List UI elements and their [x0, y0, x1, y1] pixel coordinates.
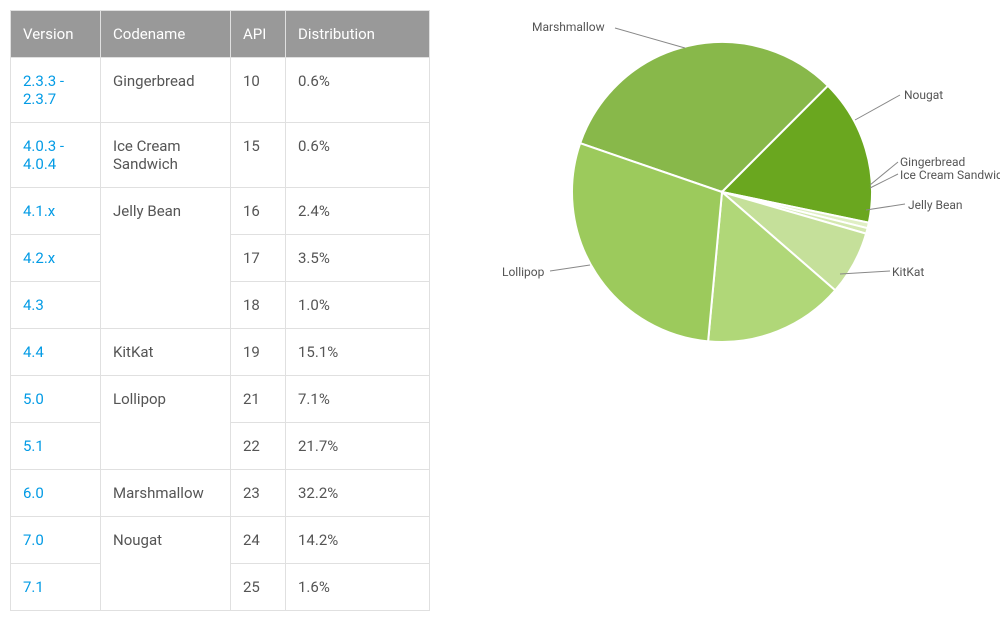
- cell-version: 4.0.3 - 4.0.4: [11, 123, 101, 188]
- pie-chart: Marshmallow Nougat GingerbreadIce Cream Sa…: [460, 20, 1000, 420]
- cell-version: 4.4: [11, 329, 101, 376]
- pie-label-lollipop: Lollipop: [502, 265, 544, 279]
- version-link[interactable]: 5.0: [23, 390, 44, 408]
- cell-distribution: 1.6%: [286, 564, 430, 611]
- cell-codename: Nougat: [101, 517, 231, 611]
- cell-api: 15: [231, 123, 286, 188]
- cell-distribution: 3.5%: [286, 235, 430, 282]
- cell-api: 22: [231, 423, 286, 470]
- cell-api: 23: [231, 470, 286, 517]
- cell-api: 16: [231, 188, 286, 235]
- version-link[interactable]: 4.2.x: [23, 249, 55, 267]
- cell-distribution: 0.6%: [286, 123, 430, 188]
- col-header-codename: Codename: [101, 11, 231, 58]
- cell-codename: Lollipop: [101, 376, 231, 470]
- col-header-api: API: [231, 11, 286, 58]
- pie-label-jelly-bean: Jelly Bean: [908, 198, 962, 212]
- version-link[interactable]: 4.3: [23, 296, 44, 314]
- table-row: 7.0Nougat2414.2%: [11, 517, 430, 564]
- col-header-version: Version: [11, 11, 101, 58]
- cell-codename: Gingerbread: [101, 58, 231, 123]
- cell-api: 21: [231, 376, 286, 423]
- version-link[interactable]: 6.0: [23, 484, 44, 502]
- cell-distribution: 0.6%: [286, 58, 430, 123]
- cell-version: 4.3: [11, 282, 101, 329]
- table-row: 6.0 Marshmallow2332.2%: [11, 470, 430, 517]
- pie-label-ice-cream-sandwich: Ice Cream Sandwich: [900, 168, 1000, 182]
- table-row: 4.1.xJelly Bean162.4%: [11, 188, 430, 235]
- cell-version: 7.0: [11, 517, 101, 564]
- pie-label-marshmallow: Marshmallow: [532, 20, 605, 34]
- cell-distribution: 21.7%: [286, 423, 430, 470]
- cell-api: 24: [231, 517, 286, 564]
- table-body: 2.3.3 - 2.3.7Gingerbread100.6%4.0.3 - 4.…: [11, 58, 430, 611]
- cell-distribution: 1.0%: [286, 282, 430, 329]
- pie-svg: [570, 40, 874, 344]
- layout-root: VersionCodenameAPIDistribution 2.3.3 - 2…: [10, 10, 990, 611]
- cell-version: 4.1.x: [11, 188, 101, 235]
- distribution-table: VersionCodenameAPIDistribution 2.3.3 - 2…: [10, 10, 430, 611]
- cell-codename: KitKat: [101, 329, 231, 376]
- distribution-table-wrap: VersionCodenameAPIDistribution 2.3.3 - 2…: [10, 10, 430, 611]
- version-link[interactable]: 4.0.3 - 4.0.4: [23, 137, 64, 173]
- version-link[interactable]: 4.4: [23, 343, 44, 361]
- version-link[interactable]: 4.1.x: [23, 202, 55, 220]
- cell-version: 6.0: [11, 470, 101, 517]
- table-row: 4.0.3 - 4.0.4 Ice Cream Sandwich150.6%: [11, 123, 430, 188]
- col-header-distribution: Distribution: [286, 11, 430, 58]
- cell-api: 19: [231, 329, 286, 376]
- cell-api: 25: [231, 564, 286, 611]
- cell-version: 5.0: [11, 376, 101, 423]
- cell-distribution: 2.4%: [286, 188, 430, 235]
- version-link[interactable]: 7.0: [23, 531, 44, 549]
- table-row: 5.0Lollipop217.1%: [11, 376, 430, 423]
- pie-label-kitkat: KitKat: [892, 265, 924, 279]
- cell-distribution: 32.2%: [286, 470, 430, 517]
- cell-version: 2.3.3 - 2.3.7: [11, 58, 101, 123]
- cell-api: 10: [231, 58, 286, 123]
- table-header: VersionCodenameAPIDistribution: [11, 11, 430, 58]
- cell-distribution: 14.2%: [286, 517, 430, 564]
- table-row: 4.4 KitKat1915.1%: [11, 329, 430, 376]
- version-link[interactable]: 5.1: [23, 437, 44, 455]
- table-row: 2.3.3 - 2.3.7 Gingerbread100.6%: [11, 58, 430, 123]
- cell-codename: Jelly Bean: [101, 188, 231, 329]
- pie-label-nougat: Nougat: [904, 88, 943, 102]
- cell-distribution: 7.1%: [286, 376, 430, 423]
- cell-version: 7.1: [11, 564, 101, 611]
- pie-label-gingerbread: Gingerbread: [900, 155, 965, 169]
- cell-version: 4.2.x: [11, 235, 101, 282]
- cell-api: 18: [231, 282, 286, 329]
- version-link[interactable]: 7.1: [23, 578, 44, 596]
- cell-distribution: 15.1%: [286, 329, 430, 376]
- pie-chart-wrap: Marshmallow Nougat GingerbreadIce Cream Sa…: [460, 10, 1000, 420]
- cell-codename: Marshmallow: [101, 470, 231, 517]
- cell-version: 5.1: [11, 423, 101, 470]
- cell-api: 17: [231, 235, 286, 282]
- cell-codename: Ice Cream Sandwich: [101, 123, 231, 188]
- version-link[interactable]: 2.3.3 - 2.3.7: [23, 72, 64, 108]
